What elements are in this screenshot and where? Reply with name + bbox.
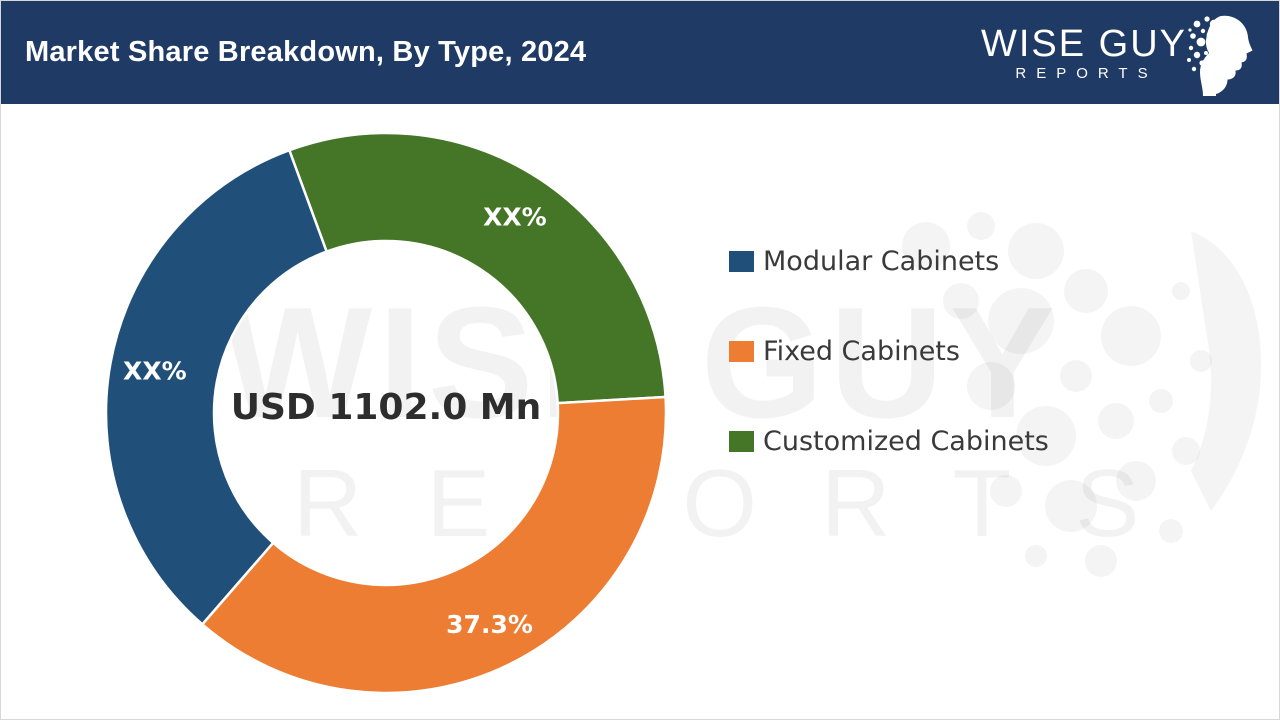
brand-name: WISE GUY	[980, 22, 1187, 65]
donut-slice-fixed-cabinets	[200, 395, 668, 695]
watermark-brand-subtitle: REPORTS	[293, 450, 1204, 557]
legend-swatch-modular-cabinets	[729, 250, 754, 272]
slice-data-label-customized-cabinets: XX%	[483, 202, 547, 231]
watermark-face-dots	[902, 212, 1262, 577]
legend-label: Fixed Cabinets	[763, 335, 960, 367]
brand-logo-text: WISE GUY REPORTS	[981, 25, 1187, 81]
legend-label: Customized Cabinets	[763, 425, 1049, 457]
page-title: Market Share Breakdown, By Type, 2024	[25, 36, 587, 68]
brand-subtitle: REPORTS	[1015, 64, 1158, 82]
slice-data-label-modular-cabinets: XX%	[123, 357, 187, 386]
legend-item-modular-cabinets: Modular Cabinets	[729, 245, 1049, 277]
donut-center-value: USD 1102.0 Mn	[230, 387, 542, 428]
donut-slice-modular-cabinets	[104, 148, 329, 627]
brand-face-icon	[1187, 15, 1253, 96]
legend-item-customized-cabinets: Customized Cabinets	[729, 425, 1049, 457]
legend-swatch-customized-cabinets	[729, 430, 754, 452]
header-bar: Market Share Breakdown, By Type, 2024 WI…	[1, 1, 1279, 104]
brand-logo: WISE GUY REPORTS	[981, 10, 1255, 96]
legend-swatch-fixed-cabinets	[729, 340, 754, 362]
donut-chart: XX% 37.3% XX%	[104, 131, 668, 695]
chart-legend: Modular Cabinets Fixed Cabinets Customiz…	[729, 245, 1049, 517]
legend-label: Modular Cabinets	[763, 245, 1000, 277]
donut-slice-customized-cabinets	[287, 131, 667, 405]
legend-item-fixed-cabinets: Fixed Cabinets	[729, 335, 1049, 367]
slice-data-label-fixed-cabinets: 37.3%	[446, 610, 533, 639]
